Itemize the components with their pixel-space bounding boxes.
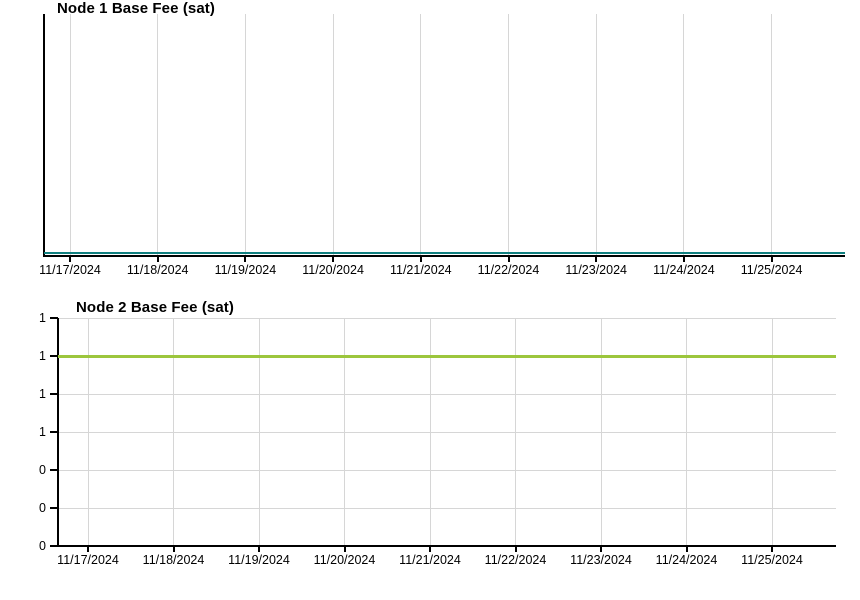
vertical-gridline xyxy=(157,14,159,256)
y-axis-tick xyxy=(50,469,58,471)
x-axis-tick-label: 11/23/2024 xyxy=(565,263,627,277)
y-axis-tick-label: 0 xyxy=(39,463,46,477)
vertical-gridline xyxy=(600,318,602,546)
vertical-gridline xyxy=(686,318,687,546)
x-axis-tick xyxy=(682,256,685,262)
vertical-gridline xyxy=(87,318,89,546)
vertical-gridline xyxy=(515,318,516,546)
x-axis-tick xyxy=(770,256,773,262)
plot-area: 11/17/2024 11/18/2024 11/19/2024 11/20/2024… xyxy=(39,14,845,277)
y-axis-tick xyxy=(50,431,58,433)
x-axis-tick-label: 11/20/2024 xyxy=(313,553,376,567)
horizontal-gridline xyxy=(58,469,836,471)
x-axis-tick-label: 11/17/2024 xyxy=(57,553,119,567)
x-axis-tick-label: 11/21/2024 xyxy=(389,263,452,277)
vertical-gridline xyxy=(771,318,773,546)
x-axis-tick xyxy=(429,546,431,552)
y-axis-tick-label: 1 xyxy=(39,425,46,439)
x-axis-tick-label: 11/19/2024 xyxy=(228,553,290,567)
vertical-gridline xyxy=(429,318,431,546)
x-axis-tick-label: 11/25/2024 xyxy=(740,263,803,277)
x-axis-tick-label: 11/19/2024 xyxy=(214,263,277,277)
vertical-gridline xyxy=(683,14,685,256)
x-axis-tick xyxy=(156,256,159,262)
x-axis-tick xyxy=(244,256,247,262)
vertical-gridline xyxy=(332,14,334,256)
y-axis-line xyxy=(57,318,59,546)
chart-node1-base-fee: Node 1 Base Fee (sat) 11/17/2024 11/18/20… xyxy=(0,0,860,285)
x-axis-tick-label: 11/18/2024 xyxy=(142,553,205,567)
chart-node2-base-fee: Node 2 Base Fee (sat) 1 1 1 1 0 0 0 11/17/2024 1… xyxy=(0,295,860,600)
vertical-gridline xyxy=(595,14,597,256)
x-axis-tick xyxy=(685,546,688,552)
x-axis-tick xyxy=(600,546,602,552)
x-axis-line xyxy=(57,545,836,547)
horizontal-gridline xyxy=(58,317,836,319)
vertical-gridline xyxy=(258,318,260,546)
vertical-gridline xyxy=(69,14,71,256)
x-axis-tick-label: 11/23/2024 xyxy=(570,553,632,567)
y-axis-tick-label: 0 xyxy=(39,539,46,553)
y-axis-tick xyxy=(50,393,58,395)
vertical-gridline xyxy=(173,318,174,546)
x-axis-tick xyxy=(69,256,71,262)
chart-title: Node 2 Base Fee (sat) xyxy=(76,299,234,316)
y-axis-line xyxy=(43,14,45,256)
vertical-gridline xyxy=(508,14,509,256)
vertical-gridline xyxy=(420,14,422,256)
y-axis-tick xyxy=(50,507,58,509)
horizontal-gridline xyxy=(58,393,836,395)
y-axis-tick-label: 1 xyxy=(39,349,46,363)
y-axis-tick xyxy=(50,545,58,547)
vertical-gridline xyxy=(344,318,345,546)
x-axis-tick xyxy=(771,546,773,552)
x-axis-tick xyxy=(514,546,517,552)
y-axis-tick xyxy=(50,317,58,319)
x-axis-tick-label: 11/24/2024 xyxy=(655,553,718,567)
x-axis-tick xyxy=(172,546,175,552)
x-axis-tick xyxy=(87,546,89,552)
x-axis-tick xyxy=(507,256,510,262)
y-axis-tick xyxy=(50,355,58,357)
y-axis-tick-label: 1 xyxy=(39,387,46,401)
x-axis-tick xyxy=(258,546,260,552)
x-axis-tick-label: 11/21/2024 xyxy=(399,553,461,567)
x-axis-tick xyxy=(595,256,598,262)
chart-title: Node 1 Base Fee (sat) xyxy=(57,0,215,17)
x-axis-tick-label: 11/25/2024 xyxy=(741,553,803,567)
x-axis-tick xyxy=(343,546,346,552)
vertical-gridline xyxy=(771,14,773,256)
y-axis-tick-label: 0 xyxy=(39,501,46,515)
x-axis-tick-label: 11/22/2024 xyxy=(484,553,547,567)
series-line-node-1-base-fee xyxy=(44,251,845,255)
series-line-node-2-base-fee xyxy=(58,354,836,358)
x-axis-tick xyxy=(419,256,422,262)
x-axis-tick-label: 11/22/2024 xyxy=(477,263,540,277)
x-axis-tick xyxy=(332,256,335,262)
x-axis-line xyxy=(43,255,845,257)
x-axis-tick-label: 11/20/2024 xyxy=(302,263,364,277)
vertical-gridline xyxy=(244,14,246,256)
plot-area: 1 1 1 1 0 0 0 11/17/2024 11/18/2024 11/19/2024 11/… xyxy=(39,311,836,567)
x-axis-tick-label: 11/24/2024 xyxy=(653,263,715,277)
x-axis-tick-label: 11/17/2024 xyxy=(39,263,101,277)
y-axis-tick-label: 1 xyxy=(39,311,46,325)
horizontal-gridline xyxy=(58,507,836,509)
x-axis-tick-label: 11/18/2024 xyxy=(126,263,189,277)
horizontal-gridline xyxy=(58,431,836,433)
